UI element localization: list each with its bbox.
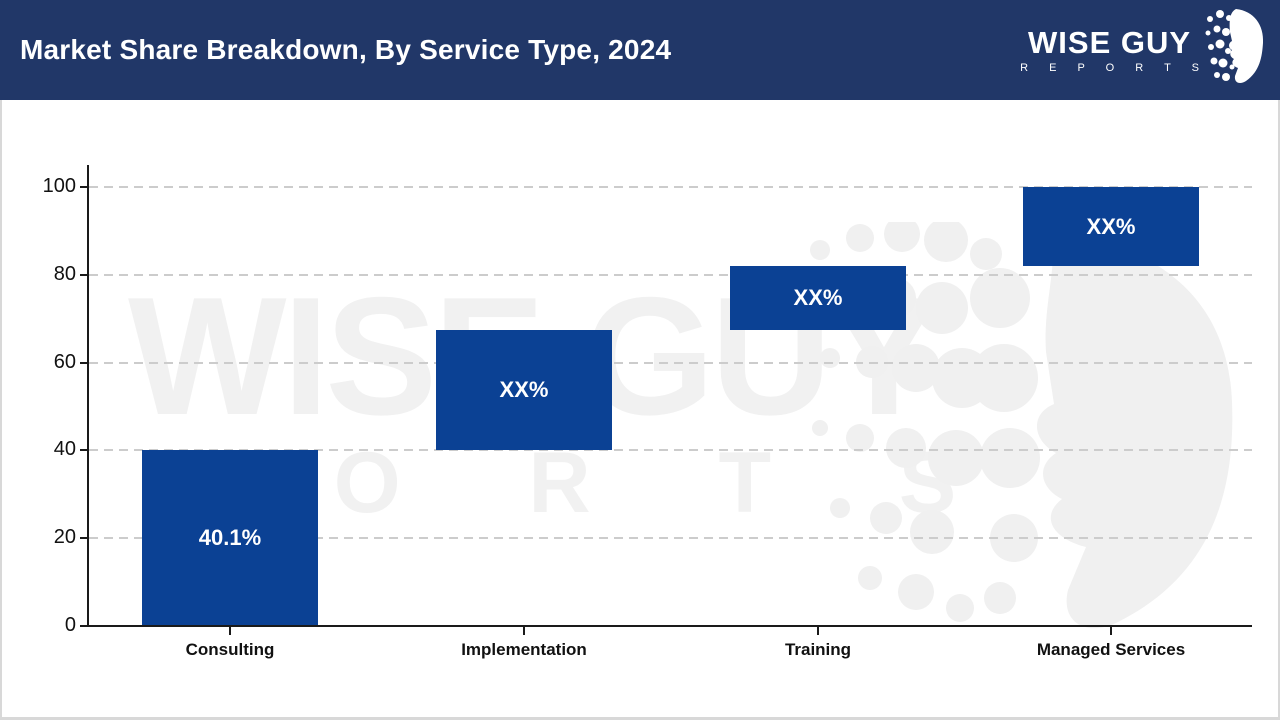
bar-value-label: XX% <box>499 376 549 402</box>
y-tick-label-100: 100 <box>42 175 76 197</box>
logo-face-icon <box>1202 5 1266 96</box>
bar-managed-services: XX% <box>1023 187 1199 267</box>
y-tick-label-20: 20 <box>53 526 76 549</box>
bar-training: XX% <box>730 266 906 330</box>
gridline-y80 <box>89 273 1252 276</box>
y-tick-20 <box>80 537 88 540</box>
y-axis-line <box>87 165 89 627</box>
y-tick-label-60: 60 <box>53 350 76 373</box>
y-tick-label-80: 80 <box>53 262 76 285</box>
bar-value-label: XX% <box>1086 213 1136 239</box>
x-tick-label-2: Training <box>784 640 852 659</box>
x-tick-1 <box>523 627 525 635</box>
header-bar: Market Share Breakdown, By Service Type,… <box>0 0 1280 100</box>
gridline-y60 <box>89 361 1252 364</box>
x-axis-line <box>87 625 1252 627</box>
bar-implementation: XX% <box>436 329 612 450</box>
x-tick-3 <box>1110 627 1112 635</box>
y-tick-100 <box>80 186 88 188</box>
bar-value-label: XX% <box>793 284 843 310</box>
y-tick-label-0: 0 <box>64 614 76 636</box>
x-tick-label-3: Managed Services <box>1036 640 1186 659</box>
y-tick-60 <box>80 361 88 364</box>
gridline-y40 <box>89 449 1252 452</box>
y-tick-0 <box>80 625 88 627</box>
logo-text: WISE GUY R E P O R T S <box>1011 27 1208 74</box>
bar-consulting: 40.1% <box>142 449 318 626</box>
chart-title: Market Share Breakdown, By Service Type,… <box>20 34 672 65</box>
x-tick-0 <box>229 627 231 635</box>
gridline-y100 <box>89 186 1252 188</box>
x-tick-label-0: Consulting <box>185 640 275 659</box>
logo-subtitle: R E P O R T S <box>1020 61 1208 74</box>
bar-value-label: 40.1% <box>198 524 262 550</box>
y-tick-label-40: 40 <box>53 438 76 461</box>
x-tick-2 <box>817 627 819 635</box>
x-tick-label-1: Implementation <box>461 640 587 659</box>
y-tick-80 <box>80 273 88 276</box>
logo-wordmark: WISE GUY <box>1028 24 1192 60</box>
gridline-y20 <box>89 537 1252 540</box>
y-tick-40 <box>80 449 88 452</box>
wise-guy-logo: WISE GUY R E P O R T S <box>1011 5 1266 96</box>
